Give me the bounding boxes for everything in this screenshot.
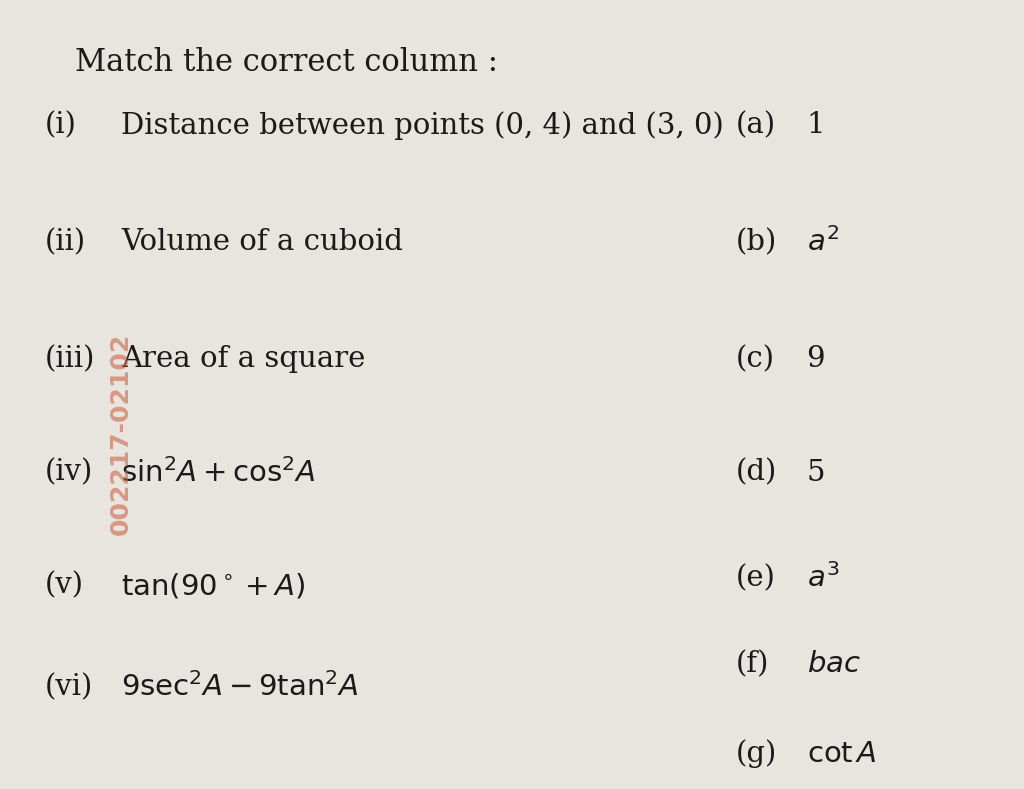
Text: (iii): (iii) xyxy=(45,346,95,373)
Text: $\tan(90^\circ + A)$: $\tan(90^\circ + A)$ xyxy=(121,571,305,600)
Text: 5: 5 xyxy=(807,458,825,487)
Text: (f): (f) xyxy=(735,650,769,678)
Text: (i): (i) xyxy=(45,111,77,139)
Text: (g): (g) xyxy=(735,739,776,768)
Text: (ii): (ii) xyxy=(45,228,86,256)
Text: Area of a square: Area of a square xyxy=(121,346,366,373)
Text: Match the correct column :: Match the correct column : xyxy=(75,47,499,78)
Text: 1: 1 xyxy=(807,111,825,139)
Text: (d): (d) xyxy=(735,458,776,487)
Text: $bac$: $bac$ xyxy=(807,650,860,678)
Text: Distance between points (0, 4) and (3, 0): Distance between points (0, 4) and (3, 0… xyxy=(121,110,724,140)
Text: (iv): (iv) xyxy=(45,458,93,487)
Text: $9\sec^2\!A - 9\tan^2\!A$: $9\sec^2\!A - 9\tan^2\!A$ xyxy=(121,672,358,702)
Text: 9: 9 xyxy=(807,346,825,373)
Text: (c): (c) xyxy=(735,346,774,373)
Text: $\sin^2\!A + \cos^2\!A$: $\sin^2\!A + \cos^2\!A$ xyxy=(121,458,315,488)
Text: Volume of a cuboid: Volume of a cuboid xyxy=(121,228,402,256)
Text: (vi): (vi) xyxy=(45,673,93,701)
Text: 002217-02102: 002217-02102 xyxy=(109,332,133,535)
Text: (a): (a) xyxy=(735,111,775,139)
Text: $a^3$: $a^3$ xyxy=(807,563,839,593)
Text: (e): (e) xyxy=(735,564,775,592)
Text: $\cot A$: $\cot A$ xyxy=(807,739,877,768)
Text: (v): (v) xyxy=(45,572,84,600)
Text: $a^2$: $a^2$ xyxy=(807,227,839,257)
Text: (b): (b) xyxy=(735,228,776,256)
